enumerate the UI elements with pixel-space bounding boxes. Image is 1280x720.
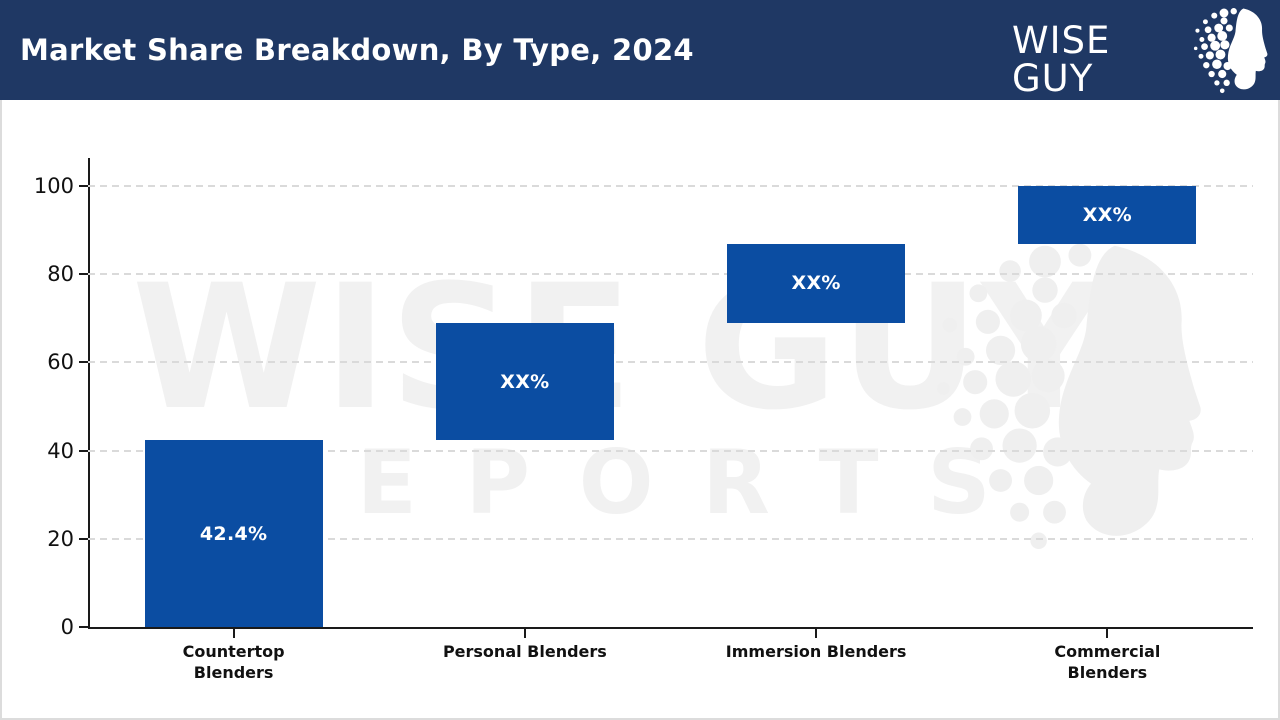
y-tick-0 xyxy=(79,626,88,628)
category-label-0: Countertop Blenders xyxy=(114,641,354,683)
category-label-line: Personal Blenders xyxy=(442,642,607,661)
x-axis-line xyxy=(88,627,1253,629)
y-tick-20 xyxy=(79,537,88,540)
x-tick-1 xyxy=(523,629,526,638)
brand-logo-text: WISE GUY R E P O R T S xyxy=(1012,19,1200,132)
brand-logo-wiseguy: WISE GUY xyxy=(1012,19,1111,100)
bar-value-label: XX% xyxy=(1082,203,1132,226)
brand-logo-reports: R E P O R T S xyxy=(1015,99,1188,131)
category-label-line: Commercial xyxy=(1054,642,1161,661)
y-tick-40 xyxy=(79,449,88,452)
gridline-40 xyxy=(88,449,1253,452)
category-label-line: Countertop xyxy=(182,642,285,661)
y-tick-label-100: 100 xyxy=(33,174,74,198)
category-label-line: Immersion Blenders xyxy=(725,642,907,661)
category-label-1: Personal Blenders xyxy=(405,641,645,662)
y-tick-100 xyxy=(79,185,88,187)
bar-immersion-blenders: XX% xyxy=(727,243,906,324)
bar-value-label: XX% xyxy=(500,370,550,393)
x-tick-0 xyxy=(232,629,235,638)
y-tick-80 xyxy=(79,273,88,276)
y-tick-label-40: 40 xyxy=(47,438,74,463)
category-label-line: Blenders xyxy=(193,663,274,682)
bar-commercial-blenders: XX% xyxy=(1018,186,1197,244)
y-tick-label-0: 0 xyxy=(60,615,74,639)
bar-value-label: 42.4% xyxy=(199,522,268,545)
y-tick-60 xyxy=(79,361,88,364)
chart-title: Market Share Breakdown, By Type, 2024 xyxy=(20,33,694,67)
brand-logo: WISE GUY R E P O R T S xyxy=(1012,0,1272,131)
category-label-line: Blenders xyxy=(1067,663,1148,682)
y-axis-line xyxy=(88,158,90,628)
gridline-60 xyxy=(88,361,1253,364)
gridline-100 xyxy=(88,185,1253,187)
gridline-80 xyxy=(88,273,1253,276)
header-bar: Market Share Breakdown, By Type, 2024 WI… xyxy=(0,0,1280,131)
brand-logo-face-icon xyxy=(1193,8,1268,94)
x-tick-3 xyxy=(1106,629,1109,638)
category-label-2: Immersion Blenders xyxy=(696,641,936,662)
category-label-3: Commercial Blenders xyxy=(987,641,1227,683)
y-tick-label-80: 80 xyxy=(47,262,74,287)
gridline-20 xyxy=(88,537,1253,540)
y-tick-label-60: 60 xyxy=(47,350,74,375)
x-tick-2 xyxy=(815,629,818,638)
bar-value-label: XX% xyxy=(791,272,841,295)
bar-countertop-blenders: 42.4% xyxy=(144,440,323,627)
bar-personal-blenders: XX% xyxy=(435,323,614,440)
y-tick-label-20: 20 xyxy=(47,526,74,551)
